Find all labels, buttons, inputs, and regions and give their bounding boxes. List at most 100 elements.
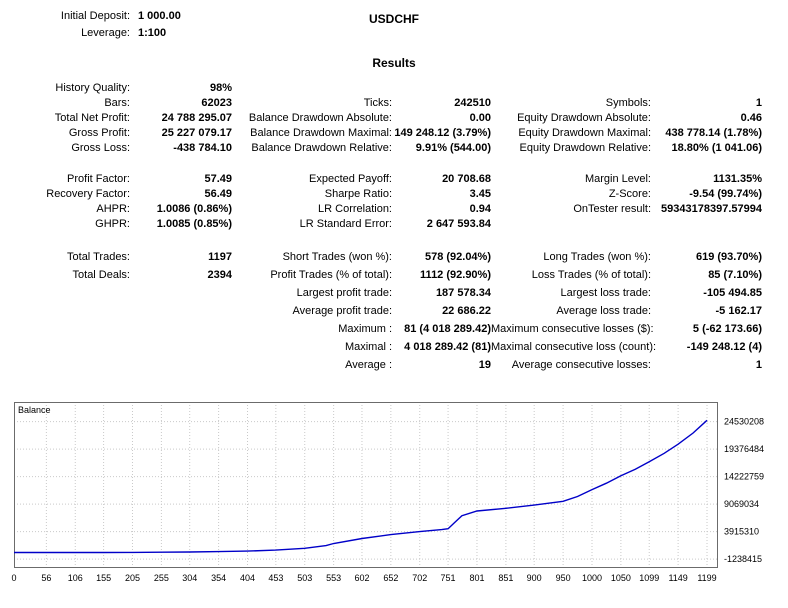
x-axis-label: 155 — [96, 573, 111, 583]
stat-label — [0, 356, 130, 374]
stat-label: Average : — [345, 359, 392, 371]
stat-value — [130, 356, 232, 374]
stat-value: 1131.35% — [713, 173, 762, 185]
stat-value: 59343178397.57994 — [661, 203, 762, 215]
stat-value: 1 — [755, 97, 762, 109]
x-axis-label: 354 — [211, 573, 226, 583]
symbol-title: USDCHF — [369, 12, 419, 26]
results-title: Results — [372, 56, 416, 70]
stat-value: 0.46 — [740, 112, 762, 124]
stat-value: 25 227 079.17 — [161, 127, 232, 139]
stat-label — [491, 217, 651, 232]
stat-label — [0, 338, 130, 356]
stat-value: 1112 (92.90%) — [420, 269, 491, 281]
x-axis-label: 1199 — [697, 573, 716, 583]
chart-border — [14, 402, 718, 568]
y-axis-label: 9069034 — [724, 499, 759, 509]
stat-value: 1197 — [208, 251, 232, 263]
stat-label: Z-Score: — [608, 188, 651, 200]
x-axis-label: 950 — [556, 573, 571, 583]
initial-deposit-label: Initial Deposit: — [60, 10, 130, 22]
stat-value: 62023 — [201, 97, 232, 109]
stat-label: Gross Profit: — [68, 127, 130, 139]
stat-label: Total Net Profit: — [54, 112, 130, 124]
stat-label — [0, 302, 130, 320]
stat-value: 1 — [755, 359, 762, 371]
stat-label: History Quality: — [55, 82, 130, 94]
stat-value: 20 708.68 — [442, 173, 491, 185]
x-axis-label: 106 — [68, 573, 83, 583]
stat-label: Average consecutive losses: — [511, 359, 651, 371]
stat-value: 24 788 295.07 — [161, 112, 232, 124]
stat-label: Loss Trades (% of total): — [531, 269, 651, 281]
stat-value — [392, 81, 491, 96]
stat-label — [0, 284, 130, 302]
results-grid-trades: Total Trades: 1197 Short Trades (won %): 57… — [0, 248, 788, 374]
x-axis-label: 304 — [182, 573, 197, 583]
stat-label: Bars: — [104, 97, 130, 109]
stat-label: Average profit trade: — [292, 305, 392, 317]
stat-value: 242510 — [454, 97, 491, 109]
stat-label: Balance Drawdown Absolute: — [248, 112, 392, 124]
stat-label: Margin Level: — [584, 173, 651, 185]
chart-legend-balance: Balance — [18, 405, 51, 415]
stat-value: 0.00 — [469, 112, 491, 124]
stat-label: Expected Payoff: — [309, 173, 392, 185]
stat-label: Maximal : — [344, 341, 392, 353]
stat-label: LR Standard Error: — [299, 218, 392, 230]
x-axis-label: 404 — [240, 573, 255, 583]
x-axis-label: 652 — [383, 573, 398, 583]
stat-value: 4 018 289.42 (81) — [404, 341, 491, 353]
x-axis-label: 0 — [11, 573, 16, 583]
y-axis-label: 14222759 — [724, 472, 764, 482]
x-axis-label: 453 — [268, 573, 283, 583]
y-axis-label: -1238415 — [724, 554, 762, 564]
stat-value: 0.94 — [469, 203, 491, 215]
stat-value: 56.49 — [204, 188, 232, 200]
results-grid-overview: History Quality: 98% Bars: 62023 Ticks: 24251… — [0, 81, 788, 156]
stat-value: -438 784.10 — [173, 142, 232, 154]
stat-label: Profit Trades (% of total): — [270, 269, 392, 281]
stat-label: Balance Drawdown Maximal: — [250, 127, 392, 139]
stat-value: 5 (-62 173.66) — [692, 323, 762, 335]
stat-value: 18.80% (1 041.06) — [671, 142, 762, 154]
stat-label: Symbols: — [605, 97, 651, 109]
initial-deposit-value: 1 000.00 — [138, 10, 181, 22]
stat-label: Maximal consecutive loss (count): — [491, 341, 657, 353]
x-axis-label: 751 — [441, 573, 456, 583]
stat-label: LR Correlation: — [318, 203, 392, 215]
x-axis-label: 702 — [412, 573, 427, 583]
stat-label: Profit Factor: — [67, 173, 130, 185]
stat-label — [0, 320, 130, 338]
stat-label: Recovery Factor: — [46, 188, 130, 200]
stat-value — [130, 302, 232, 320]
leverage-label: Leverage: — [81, 27, 130, 39]
balance-line — [14, 419, 708, 554]
stat-label: AHPR: — [96, 203, 130, 215]
x-axis-label: 205 — [125, 573, 140, 583]
stat-value: 9.91% (544.00) — [415, 142, 491, 154]
y-axis-label: 24530208 — [724, 417, 764, 427]
y-axis-label: 3915310 — [724, 527, 759, 537]
stat-value: 619 (93.70%) — [695, 251, 762, 263]
stat-label: Gross Loss: — [71, 142, 130, 154]
x-axis-label: 1050 — [611, 573, 631, 583]
stat-value: 19 — [478, 359, 491, 371]
stat-value: 187 578.34 — [435, 287, 491, 299]
stat-value: 578 (92.04%) — [424, 251, 491, 263]
stat-value: 81 (4 018 289.42) — [404, 323, 491, 335]
balance-chart-svg: 24530208 19376484 14222759 9069034 3915310 -1… — [11, 402, 764, 583]
x-axis-label: 602 — [354, 573, 369, 583]
x-axis-label: 553 — [326, 573, 341, 583]
stat-label: OnTester result: — [573, 203, 651, 215]
stat-value — [130, 320, 232, 338]
stat-label: Equity Drawdown Absolute: — [517, 112, 651, 124]
stat-value: 85 (7.10%) — [708, 269, 762, 281]
x-axis-label: 1099 — [639, 573, 659, 583]
stat-value: 2394 — [207, 269, 232, 281]
stat-label: Short Trades (won %): — [282, 251, 392, 263]
x-axis-label: 1149 — [668, 573, 687, 583]
x-axis-label: 1000 — [582, 573, 602, 583]
stat-value — [651, 217, 762, 232]
stat-value — [130, 284, 232, 302]
